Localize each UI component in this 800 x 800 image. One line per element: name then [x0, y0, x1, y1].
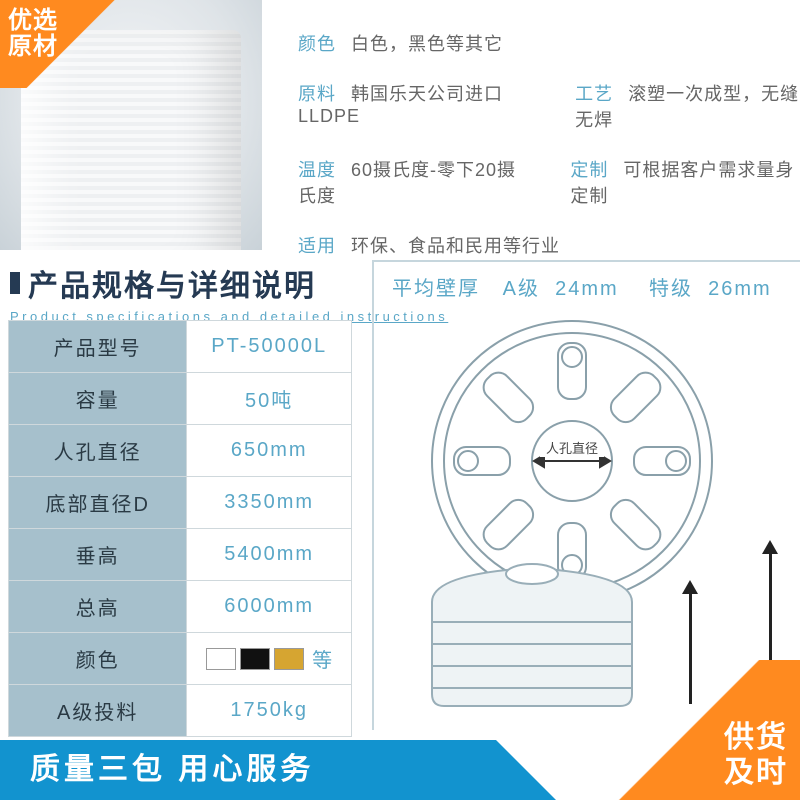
heading-square-icon	[10, 272, 20, 294]
spec-value: 6000mm	[187, 581, 352, 633]
spec-value: 等	[187, 633, 352, 685]
badge-tl-line1: 优选	[8, 7, 58, 34]
attr-material-k: 原料	[298, 84, 336, 104]
attr-use-k: 适用	[298, 236, 336, 256]
color-swatch	[240, 648, 270, 670]
attr-custom-k: 定制	[570, 160, 608, 180]
swatch-suffix: 等	[312, 650, 334, 672]
thickness-line: 平均壁厚 A级 24mm 特级 26mm	[392, 272, 800, 301]
spec-label: 容量	[9, 373, 187, 425]
attr-color-v: 白色，黑色等其它	[351, 34, 503, 54]
spec-label: 底部直径D	[9, 477, 187, 529]
spec-label: 产品型号	[9, 321, 187, 373]
table-row: 底部直径D3350mm	[9, 477, 352, 529]
badge-tl-line2: 原材	[8, 33, 58, 60]
spec-label: 总高	[9, 581, 187, 633]
attr-use-v: 环保、食品和民用等行业	[351, 236, 560, 256]
attr-temp-k: 温度	[298, 160, 336, 180]
spec-value: PT-50000L	[187, 321, 352, 373]
badge-top-left: 优选 原材	[0, 0, 140, 88]
table-row: 垂高5400mm	[9, 529, 352, 581]
attributes-block: 颜色 白色，黑色等其它 原料 韩国乐天公司进口LLDPE 工艺 滚塑一次成型，无…	[262, 0, 800, 250]
spec-value: 3350mm	[187, 477, 352, 529]
spec-label: 人孔直径	[9, 425, 187, 477]
badge-br-line2: 及时	[724, 756, 788, 789]
spec-table: 产品型号PT-50000L容量50吨人孔直径650mm底部直径D3350mm垂高…	[8, 320, 352, 737]
attr-color-k: 颜色	[298, 34, 336, 54]
manhole-label: 人孔直径	[546, 441, 598, 456]
spec-value: 1750kg	[187, 685, 352, 737]
table-row: 人孔直径650mm	[9, 425, 352, 477]
table-row: 容量50吨	[9, 373, 352, 425]
spec-value: 650mm	[187, 425, 352, 477]
table-row: 总高6000mm	[9, 581, 352, 633]
table-row: 产品型号PT-50000L	[9, 321, 352, 373]
section-cn: 产品规格与详细说明	[28, 261, 316, 305]
spec-label: 垂高	[9, 529, 187, 581]
spec-value: 5400mm	[187, 529, 352, 581]
attr-process-k: 工艺	[575, 84, 613, 104]
color-swatch	[274, 648, 304, 670]
table-row: A级投料1750kg	[9, 685, 352, 737]
badge-br-line1: 供货	[724, 721, 788, 754]
color-swatch	[206, 648, 236, 670]
table-row: 颜色 等	[9, 633, 352, 685]
badge-bottom-right: 供货 及时	[580, 660, 800, 800]
ribbon-text: 质量三包 用心服务	[0, 740, 314, 800]
spec-label: 颜色	[9, 633, 187, 685]
spec-label: A级投料	[9, 685, 187, 737]
spec-value: 50吨	[187, 373, 352, 425]
